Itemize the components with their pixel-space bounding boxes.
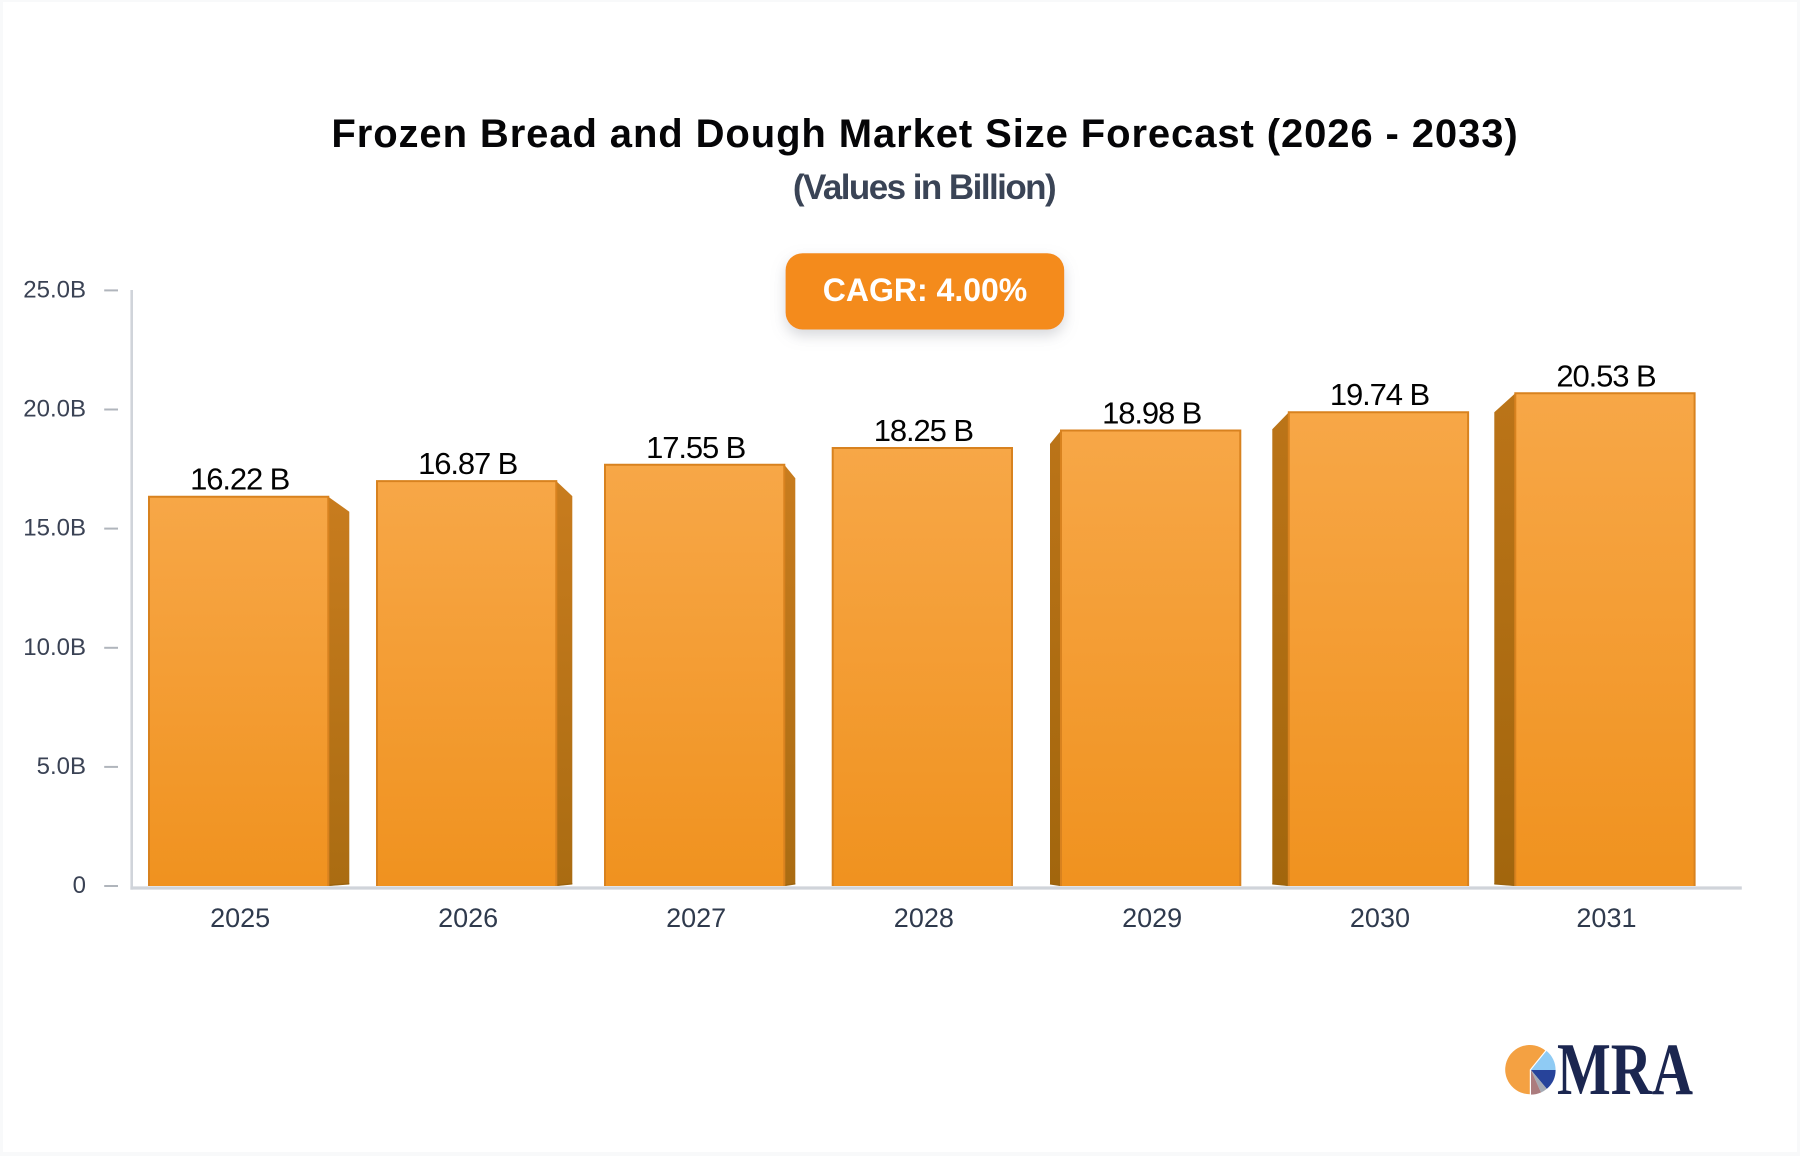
svg-text:25.0B: 25.0B [23,277,86,304]
svg-text:2028: 2028 [894,903,954,933]
svg-text:16.87 B: 16.87 B [418,446,518,481]
svg-text:(Values in Billion): (Values in Billion) [793,168,1055,207]
svg-text:18.98 B: 18.98 B [1102,396,1202,431]
svg-text:5.0B: 5.0B [37,753,86,780]
svg-text:MRA: MRA [1557,1029,1693,1111]
svg-text:Frozen Bread and Dough Market: Frozen Bread and Dough Market Size Forec… [331,112,1518,156]
svg-text:2026: 2026 [438,903,498,933]
svg-text:CAGR: 4.00%: CAGR: 4.00% [823,272,1028,308]
svg-text:20.0B: 20.0B [23,396,86,423]
svg-text:15.0B: 15.0B [23,515,86,542]
svg-text:2029: 2029 [1122,903,1182,933]
svg-text:2031: 2031 [1576,903,1636,933]
svg-text:20.53 B: 20.53 B [1556,358,1656,393]
svg-text:16.22 B: 16.22 B [190,462,290,497]
svg-text:19.74 B: 19.74 B [1330,377,1430,412]
svg-text:2027: 2027 [666,903,726,933]
svg-text:18.25 B: 18.25 B [874,413,974,448]
svg-text:2025: 2025 [210,903,270,933]
svg-text:0: 0 [73,872,86,899]
svg-text:2030: 2030 [1350,903,1410,933]
svg-text:17.55 B: 17.55 B [646,430,746,465]
svg-text:10.0B: 10.0B [23,634,86,661]
